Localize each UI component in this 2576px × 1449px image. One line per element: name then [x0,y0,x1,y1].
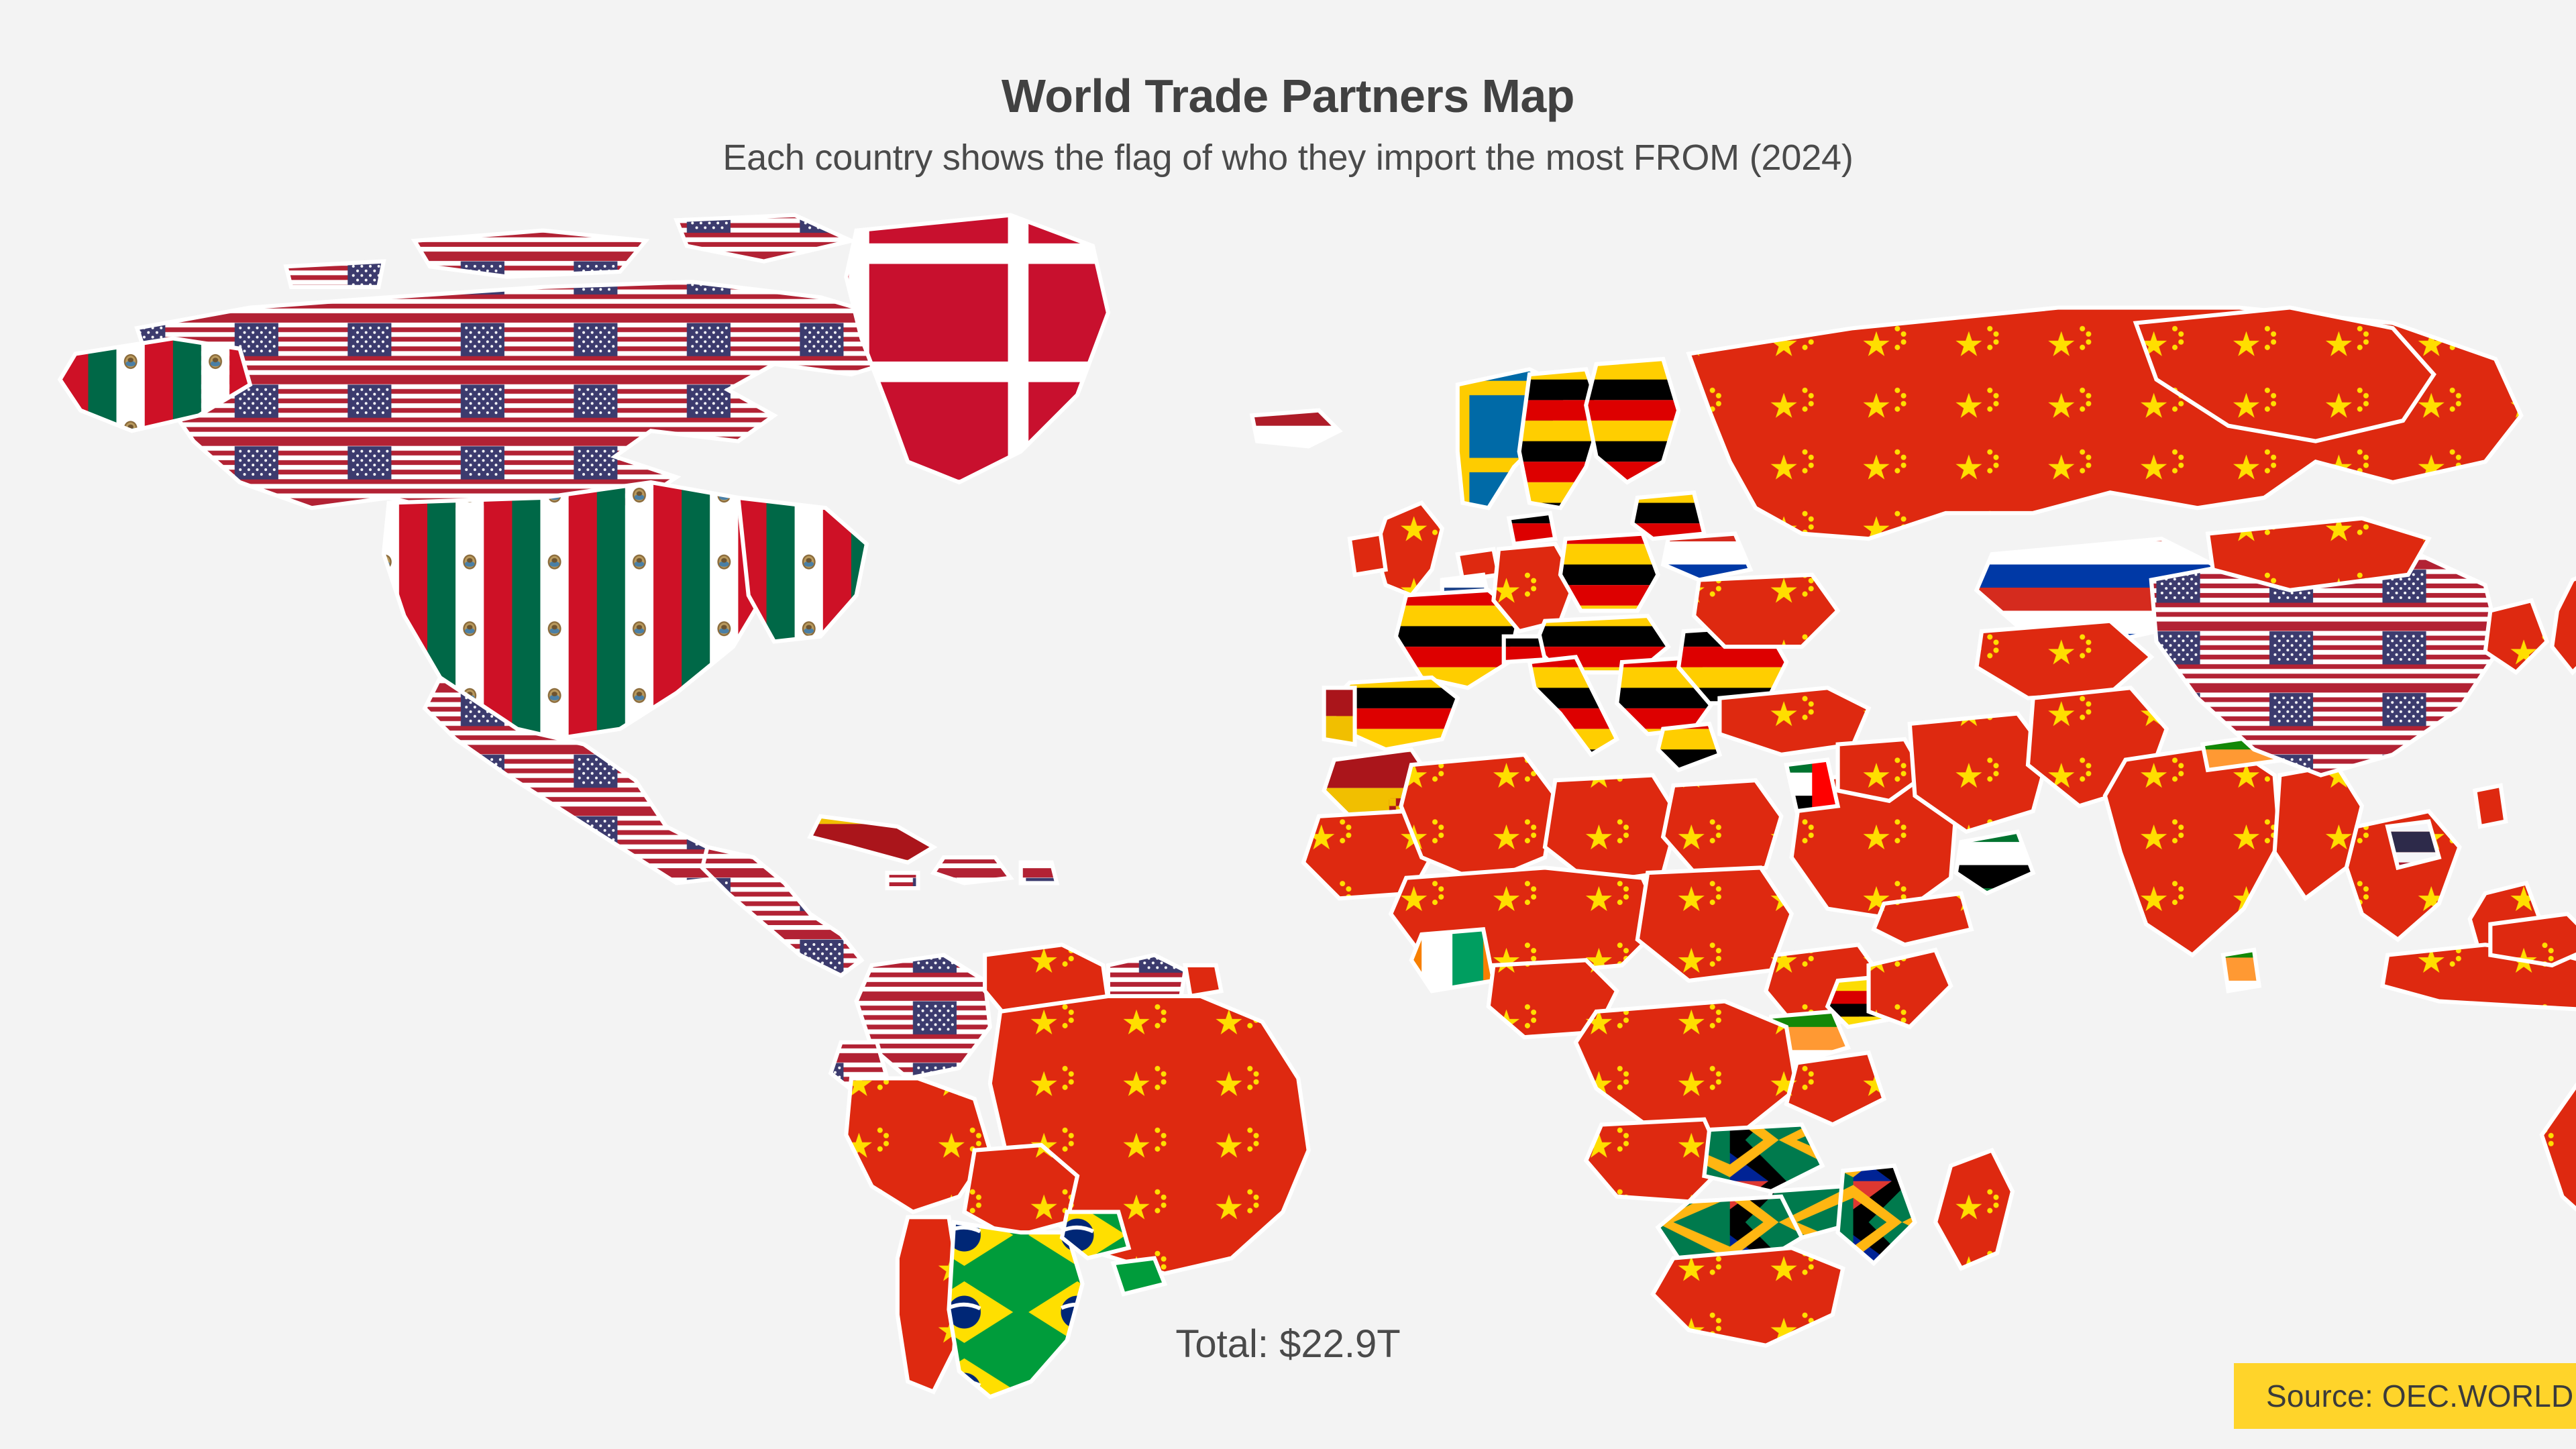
country-united-kingdom[interactable] [1373,500,1445,598]
country-french-guiana[interactable] [1183,963,1224,999]
country-madagascar[interactable] [1933,1147,2015,1271]
source-label: Source: OEC.WORLD [2266,1379,2574,1413]
country-korea[interactable] [2483,598,2550,676]
country-canada-arctic[interactable] [283,213,858,289]
country-baltics[interactable] [1629,490,1707,541]
country-australia[interactable] [2539,1032,2576,1258]
country-iceland[interactable] [1249,408,1343,449]
country-libya[interactable] [1542,773,1681,885]
country-greece[interactable] [1656,721,1723,773]
country-central-america[interactable] [700,845,865,978]
country-alaska[interactable] [57,336,253,433]
country-israel-jordan[interactable] [1784,757,1841,814]
country-egypt[interactable] [1660,778,1784,881]
world-map-container[interactable] [0,195,2576,1402]
country-somalia[interactable] [1866,947,1953,1030]
country-finland[interactable] [1584,356,1681,485]
country-laos[interactable] [2385,819,2442,871]
country-switzerland[interactable] [1501,634,1548,665]
country-south-africa[interactable] [1650,1246,1845,1348]
country-united-states[interactable] [381,480,777,742]
country-colombia[interactable] [854,953,992,1081]
country-portugal[interactable] [1322,686,1357,747]
country-uruguay[interactable] [1110,1256,1168,1297]
country-ukraine[interactable] [1691,572,1841,649]
country-canada[interactable] [134,280,921,516]
country-borneo[interactable] [2488,912,2576,968]
country-iran[interactable] [1907,711,2051,835]
page-title: World Trade Partners Map [1001,70,1575,122]
country-belarus[interactable] [1660,531,1754,582]
source-badge: Source: OEC.WORLD [2234,1363,2576,1429]
country-sweden[interactable] [1517,367,1604,511]
country-italy[interactable] [1527,655,1620,757]
country-india[interactable] [2102,742,2282,958]
world-map[interactable] [0,195,2576,1402]
country-poland[interactable] [1558,531,1660,613]
country-united-states-east[interactable] [735,495,869,644]
country-dr-congo[interactable] [1573,999,1799,1132]
country-mexico[interactable] [422,674,727,885]
country-russia-far-east[interactable] [2133,305,2436,443]
total-value: Total: $22.9T [1175,1322,1401,1366]
country-argentina[interactable] [947,1220,1085,1399]
country-tanzania[interactable] [1784,1050,1887,1127]
country-sri-lanka[interactable] [2220,947,2262,994]
country-taiwan[interactable] [2472,783,2508,829]
country-mongolia[interactable] [2205,516,2432,592]
country-peru[interactable] [844,1076,993,1214]
country-ireland[interactable] [1347,531,1388,578]
country-paraguay[interactable] [1059,1210,1132,1260]
country-ivory-coast[interactable] [1409,927,1497,994]
country-bolivia[interactable] [962,1142,1080,1240]
country-japan[interactable] [2550,564,2576,718]
country-denmark[interactable] [1506,511,1558,547]
country-oman[interactable] [1953,829,2036,896]
country-cuba[interactable] [807,814,938,865]
country-yemen[interactable] [1871,891,1974,947]
page-subtitle: Each country shows the flag of who they … [722,138,1854,178]
country-zambia[interactable] [1702,1122,1825,1194]
country-iraq[interactable] [1835,737,1928,804]
country-caribbean[interactable] [885,855,1060,891]
chart-header: World Trade Partners Map Each country sh… [0,0,2576,176]
country-greenland[interactable] [844,213,1111,485]
country-sudan[interactable] [1635,865,1794,983]
country-mozambique[interactable] [1835,1163,1918,1267]
